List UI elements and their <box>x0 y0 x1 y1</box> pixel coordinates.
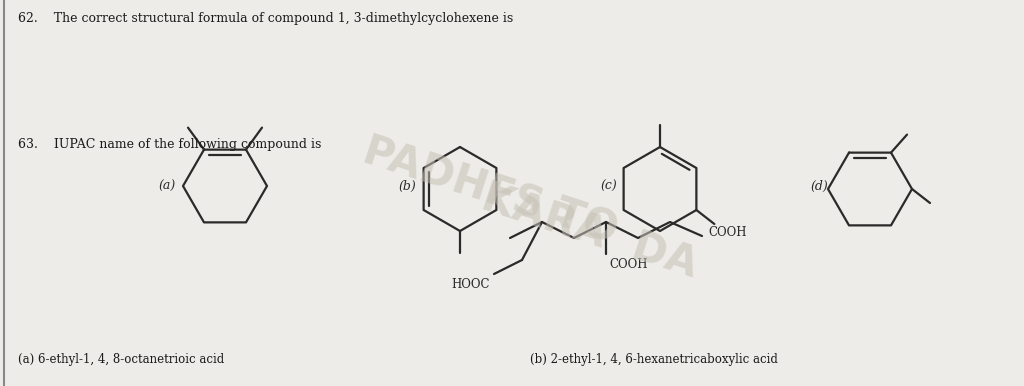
Text: (b) 2-ethyl-1, 4, 6-hexanetricaboxylic acid: (b) 2-ethyl-1, 4, 6-hexanetricaboxylic a… <box>530 353 778 366</box>
Text: COOH: COOH <box>609 258 647 271</box>
Text: (b): (b) <box>398 179 416 193</box>
Text: (a): (a) <box>158 179 175 193</box>
Text: 63.    IUPAC name of the following compound is: 63. IUPAC name of the following compound… <box>18 138 322 151</box>
Text: HOOC: HOOC <box>452 278 490 291</box>
Text: (a) 6-ethyl-1, 4, 8-octanetrioic acid: (a) 6-ethyl-1, 4, 8-octanetrioic acid <box>18 353 224 366</box>
Text: COOH: COOH <box>708 225 746 239</box>
Text: (d): (d) <box>810 179 827 193</box>
Text: 62.    The correct structural formula of compound 1, 3-dimethylcyclohexene is: 62. The correct structural formula of co… <box>18 12 513 25</box>
Text: PADHFS TO: PADHFS TO <box>357 130 623 252</box>
Text: KARA  DA: KARA DA <box>476 176 703 286</box>
Text: (c): (c) <box>600 179 616 193</box>
